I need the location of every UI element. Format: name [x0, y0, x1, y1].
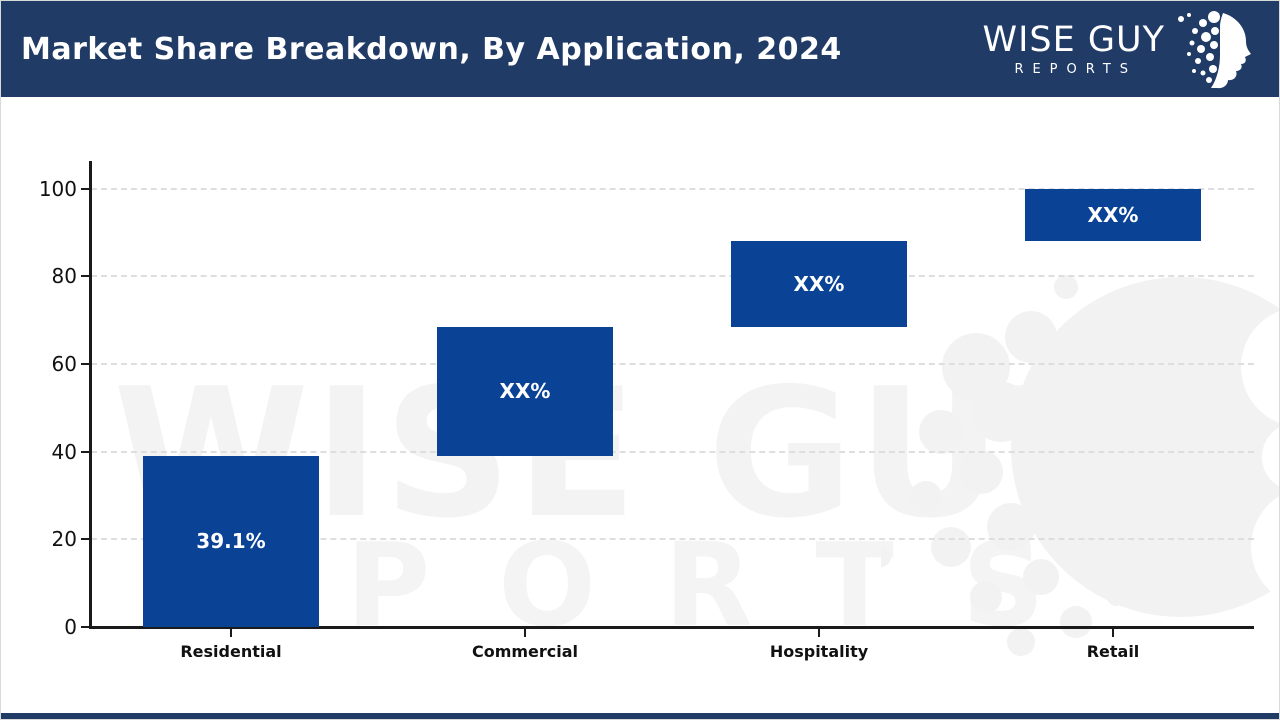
- gridline-40: [91, 450, 1254, 453]
- brand-logo-text: WISE GUY REPORTS: [982, 19, 1165, 77]
- x-tick-retail: [1112, 628, 1114, 637]
- y-tick-label-40: 40: [51, 439, 77, 464]
- footer-bar: [1, 713, 1279, 719]
- brand-subname: REPORTS: [1014, 61, 1138, 77]
- x-label-hospitality: Hospitality: [769, 642, 869, 661]
- header-bar: Market Share Breakdown, By Application, …: [1, 1, 1279, 97]
- x-tick-hospitality: [818, 628, 820, 637]
- bar-value-label-retail: XX%: [1087, 202, 1139, 227]
- bar-retail: [1025, 188, 1201, 242]
- gridline-100: [91, 187, 1254, 190]
- y-tick-label-0: 0: [64, 615, 77, 639]
- y-tick-40: [81, 450, 89, 453]
- y-tick-60: [81, 362, 89, 365]
- x-tick-commercial: [524, 628, 526, 637]
- gridline-20: [91, 538, 1254, 541]
- y-tick-100: [81, 187, 89, 190]
- y-tick-label-20: 20: [51, 527, 77, 552]
- bar-value-label-commercial: XX%: [499, 379, 551, 404]
- x-label-commercial: Commercial: [471, 642, 579, 661]
- x-axis-line: [89, 626, 1254, 629]
- y-tick-label-100: 100: [38, 176, 77, 201]
- y-tick-0: [81, 626, 89, 628]
- brand-logo: WISE GUY REPORTS: [982, 9, 1253, 89]
- bar-commercial: [437, 326, 613, 456]
- x-tick-residential: [230, 628, 232, 637]
- page-title: Market Share Breakdown, By Application, …: [21, 31, 842, 67]
- y-tick-80: [81, 275, 89, 278]
- y-tick-label-60: 60: [51, 351, 77, 376]
- x-label-retail: Retail: [1086, 642, 1140, 661]
- brand-name: WISE GUY: [982, 19, 1165, 60]
- bar-hospitality: [731, 241, 907, 327]
- bar-value-label-hospitality: XX%: [793, 271, 845, 296]
- gridline-80: [91, 275, 1254, 278]
- brand-face-icon: [1178, 11, 1251, 89]
- x-label-residential: Residential: [180, 642, 282, 661]
- y-tick-20: [81, 538, 89, 541]
- y-tick-label-80: 80: [51, 264, 77, 289]
- y-axis-line: [89, 161, 92, 629]
- bar-value-label-residential: 39.1%: [196, 529, 266, 554]
- bar-residential: [143, 455, 319, 627]
- gridline-60: [91, 362, 1254, 365]
